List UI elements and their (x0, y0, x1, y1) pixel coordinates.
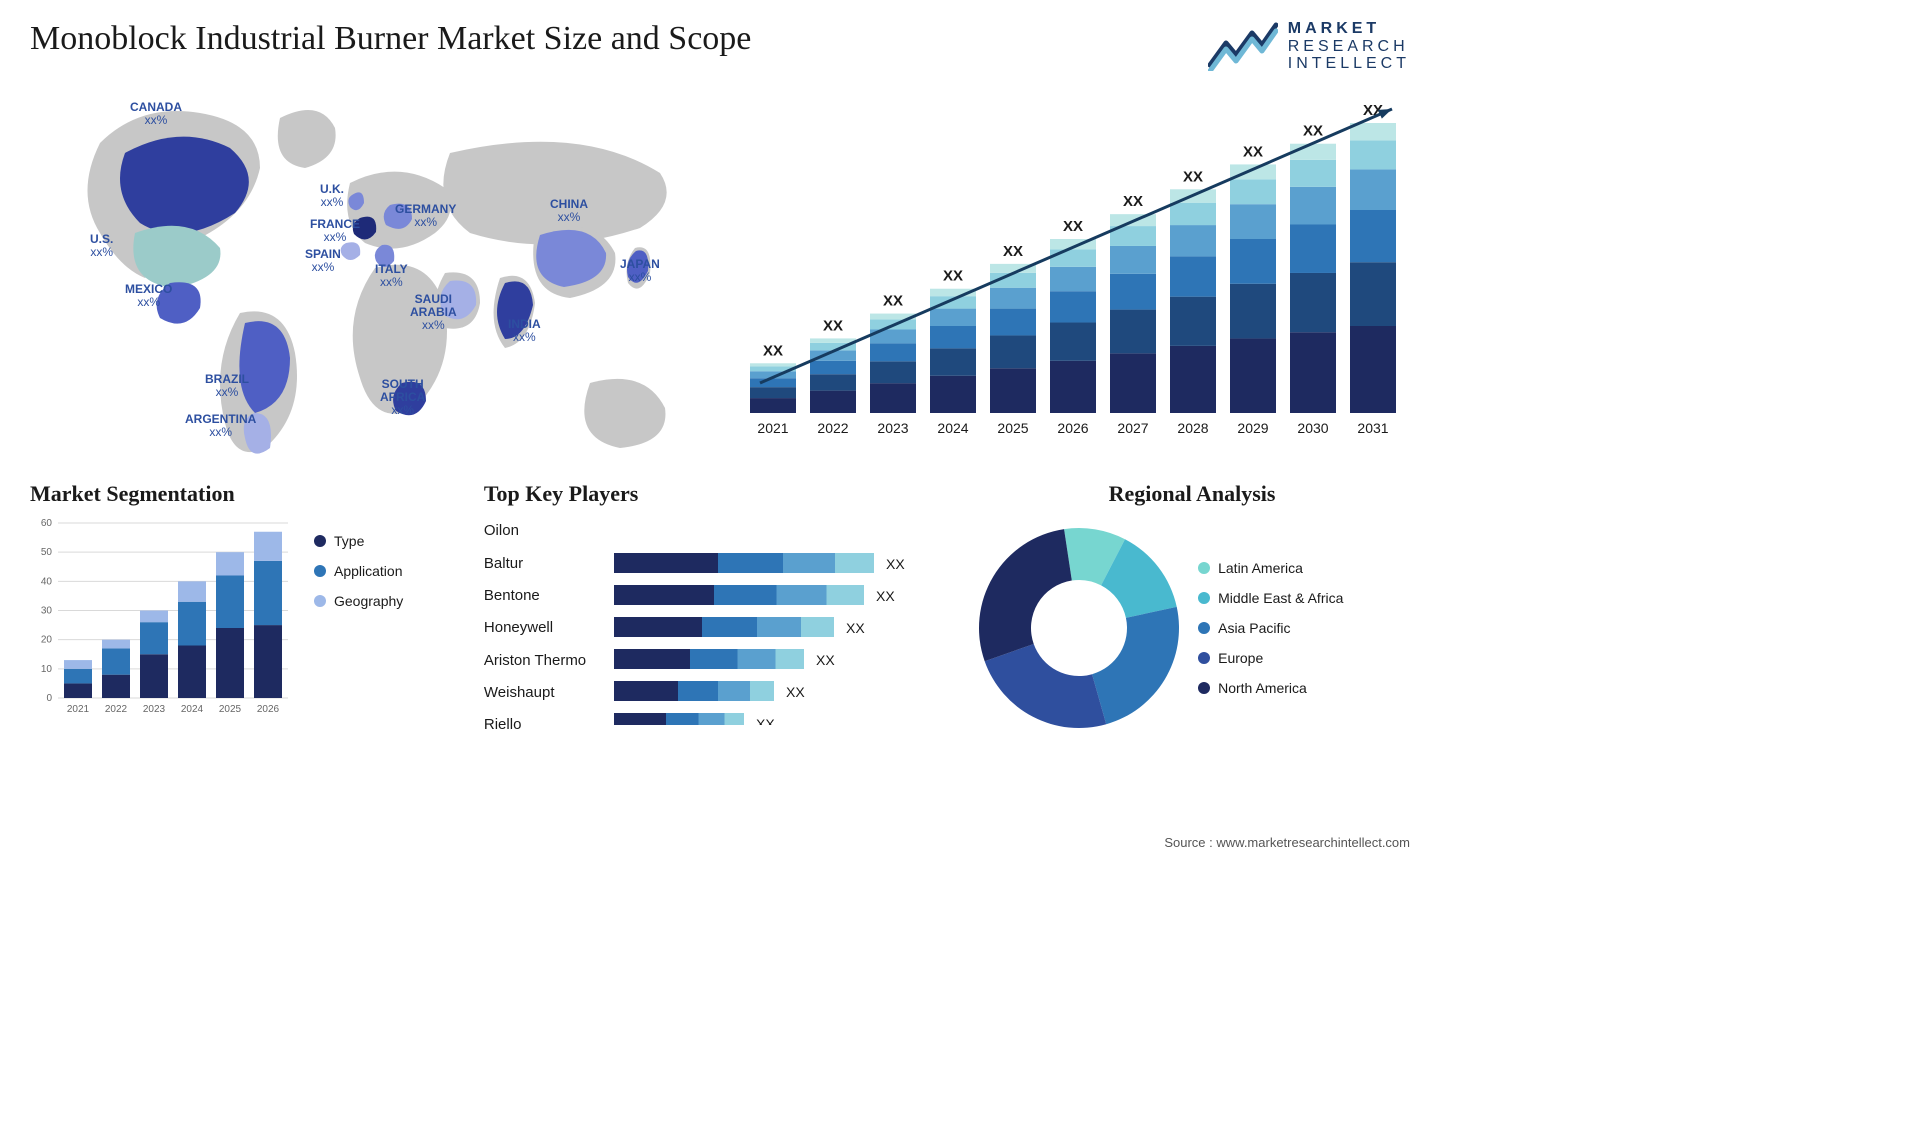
logo-line3: INTELLECT (1288, 55, 1410, 73)
svg-text:10: 10 (41, 664, 53, 675)
map-label-mexico: MEXICOxx% (125, 283, 172, 309)
svg-text:50: 50 (41, 547, 53, 558)
world-map: CANADAxx% U.S.xx% MEXICOxx% BRAZILxx% ARGENT… (30, 83, 720, 463)
region-legend-item: Latin America (1198, 560, 1410, 576)
players-name-list: Oilon Baltur Bentone Honeywell Ariston Therm… (484, 515, 604, 741)
map-label-france: FRANCExx% (310, 218, 360, 244)
map-label-spain: SPAINxx% (305, 248, 341, 274)
regional-legend: Latin America Middle East & Africa Asia Pa… (1198, 560, 1410, 696)
players-title: Top Key Players (484, 481, 956, 507)
segmentation-panel: Market Segmentation 0 10 20 30 40 50 60 2021 202… (30, 481, 466, 741)
region-legend-item: Asia Pacific (1198, 620, 1410, 636)
player-name: Oilon (484, 522, 604, 539)
svg-text:2022: 2022 (817, 420, 848, 436)
svg-text:XX: XX (763, 342, 783, 359)
players-panel: Top Key Players Oilon Baltur Bentone Honeyw… (484, 481, 956, 741)
svg-text:2029: 2029 (1237, 420, 1268, 436)
map-label-us: U.S.xx% (90, 233, 113, 259)
svg-text:40: 40 (41, 576, 53, 587)
segmentation-title: Market Segmentation (30, 481, 466, 507)
region-legend-item: Europe (1198, 650, 1410, 666)
svg-text:XX: XX (943, 267, 963, 284)
growth-chart: XX 2021 XX 2022 XX 2023 XX 2024 XX 2025 XX 2026 XX 20… (750, 83, 1410, 463)
player-name: Weishaupt (484, 684, 604, 701)
svg-text:XX: XX (883, 292, 903, 309)
map-label-germany: GERMANYxx% (395, 203, 456, 229)
svg-text:2030: 2030 (1297, 420, 1328, 436)
svg-text:0: 0 (46, 693, 52, 704)
map-label-india: INDIAxx% (508, 318, 541, 344)
map-label-japan: JAPANxx% (620, 258, 660, 284)
player-name: Bentone (484, 587, 604, 604)
svg-text:2025: 2025 (219, 704, 242, 715)
svg-text:30: 30 (41, 605, 53, 616)
player-name: Ariston Thermo (484, 652, 604, 669)
map-label-china: CHINAxx% (550, 198, 588, 224)
svg-text:2026: 2026 (257, 704, 280, 715)
map-label-brazil: BRAZILxx% (205, 373, 249, 399)
svg-text:2021: 2021 (67, 704, 90, 715)
source-attribution: Source : www.marketresearchintellect.com (1164, 835, 1410, 850)
svg-text:XX: XX (886, 556, 905, 572)
svg-text:XX: XX (1183, 168, 1203, 185)
svg-text:60: 60 (41, 518, 53, 529)
map-label-uk: U.K.xx% (320, 183, 344, 209)
svg-text:XX: XX (1123, 193, 1143, 210)
logo-line2: RESEARCH (1288, 38, 1410, 56)
svg-text:XX: XX (1243, 143, 1263, 160)
logo-mark-icon (1208, 21, 1278, 71)
map-label-safrica: SOUTHAFRICAxx% (380, 378, 425, 418)
svg-text:2023: 2023 (877, 420, 908, 436)
svg-text:2026: 2026 (1057, 420, 1088, 436)
seg-legend-item: Type (314, 533, 466, 549)
regional-panel: Regional Analysis Latin America Middle Ea… (974, 481, 1410, 741)
player-name: Honeywell (484, 619, 604, 636)
svg-text:2025: 2025 (997, 420, 1028, 436)
segmentation-legend: Type Application Geography (314, 515, 466, 741)
map-label-canada: CANADAxx% (130, 101, 182, 127)
logo-line1: MARKET (1288, 20, 1410, 38)
map-label-argentina: ARGENTINAxx% (185, 413, 256, 439)
region-legend-item: North America (1198, 680, 1410, 696)
svg-text:XX: XX (876, 588, 895, 604)
svg-text:20: 20 (41, 634, 53, 645)
svg-text:XX: XX (846, 620, 865, 636)
svg-text:2022: 2022 (105, 704, 128, 715)
seg-legend-item: Geography (314, 593, 466, 609)
svg-text:XX: XX (756, 716, 775, 725)
svg-text:2024: 2024 (937, 420, 968, 436)
svg-text:2023: 2023 (143, 704, 166, 715)
svg-text:2027: 2027 (1117, 420, 1148, 436)
svg-text:2021: 2021 (757, 420, 788, 436)
svg-text:XX: XX (1303, 122, 1323, 139)
map-label-saudi: SAUDIARABIAxx% (410, 293, 457, 333)
svg-text:XX: XX (786, 684, 805, 700)
svg-text:XX: XX (823, 317, 843, 334)
region-legend-item: Middle East & Africa (1198, 590, 1410, 606)
seg-legend-item: Application (314, 563, 466, 579)
svg-text:XX: XX (1003, 243, 1023, 260)
svg-text:2028: 2028 (1177, 420, 1208, 436)
map-label-italy: ITALYxx% (375, 263, 408, 289)
page-title: Monoblock Industrial Burner Market Size … (30, 20, 751, 58)
svg-text:XX: XX (816, 652, 835, 668)
brand-logo: MARKET RESEARCH INTELLECT (1208, 20, 1410, 73)
regional-title: Regional Analysis (974, 481, 1410, 507)
player-name: Riello (484, 716, 604, 733)
player-name: Baltur (484, 555, 604, 572)
svg-text:XX: XX (1063, 218, 1083, 235)
svg-text:2031: 2031 (1357, 420, 1388, 436)
svg-text:2024: 2024 (181, 704, 204, 715)
